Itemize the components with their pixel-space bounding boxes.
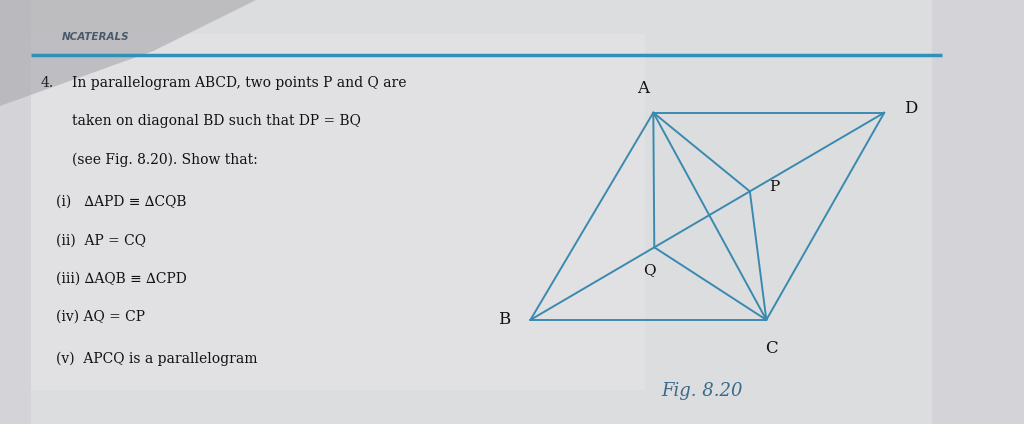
Text: P: P xyxy=(769,180,779,194)
FancyBboxPatch shape xyxy=(31,34,645,390)
Text: D: D xyxy=(904,100,918,117)
FancyBboxPatch shape xyxy=(31,0,932,424)
Text: (v)  APCQ is a parallelogram: (v) APCQ is a parallelogram xyxy=(56,352,258,366)
Text: taken on diagonal BD such that DP = BQ: taken on diagonal BD such that DP = BQ xyxy=(72,114,360,128)
Text: (see Fig. 8.20). Show that:: (see Fig. 8.20). Show that: xyxy=(72,153,257,167)
Text: Fig. 8.20: Fig. 8.20 xyxy=(662,382,743,399)
Text: B: B xyxy=(499,311,511,328)
Text: (ii)  AP = CQ: (ii) AP = CQ xyxy=(56,233,146,247)
Text: (iii) ∆AQB ≡ ∆CPD: (iii) ∆AQB ≡ ∆CPD xyxy=(56,271,187,285)
Text: A: A xyxy=(638,80,649,97)
Text: 4.: 4. xyxy=(41,76,54,90)
Text: (iv) AQ = CP: (iv) AQ = CP xyxy=(56,310,145,324)
Text: (i)   ∆APD ≡ ∆CQB: (i) ∆APD ≡ ∆CQB xyxy=(56,195,186,209)
Text: Q: Q xyxy=(643,263,655,277)
Polygon shape xyxy=(0,0,256,106)
Text: C: C xyxy=(765,340,777,357)
Text: NCATERALS: NCATERALS xyxy=(61,32,129,42)
Text: In parallelogram ABCD, two points P and Q are: In parallelogram ABCD, two points P and … xyxy=(72,76,407,90)
